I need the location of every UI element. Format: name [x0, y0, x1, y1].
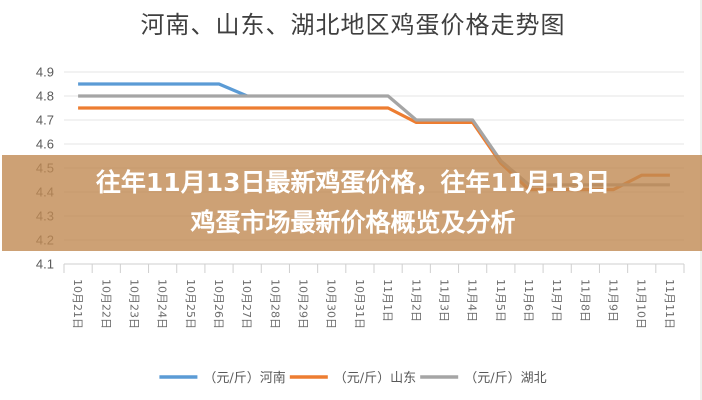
x-axis-tick-label: 11月6日 [522, 279, 535, 322]
x-axis-tick-label: 10月28日 [268, 279, 281, 329]
legend-label: （元/斤）河南 [203, 370, 285, 386]
y-axis-tick-label: 4.9 [36, 65, 54, 80]
x-axis-tick-label: 10月30日 [325, 279, 338, 329]
x-axis-tick-label: 11月7日 [550, 279, 563, 322]
overlay-text-line-2: 鸡蛋市场最新价格概览及分析 [190, 208, 516, 237]
chart-title: 河南、山东、湖北地区鸡蛋价格走势图 [140, 11, 566, 39]
x-axis-tick-label: 11月8日 [578, 279, 591, 322]
x-axis-tick-label: 11月4日 [466, 279, 479, 322]
x-axis-tick-label: 11月1日 [381, 279, 394, 322]
x-axis-tick-label: 10月31日 [353, 279, 366, 329]
x-axis-tick-label: 11月10日 [635, 279, 648, 329]
x-axis-tick-label: 10月25日 [184, 279, 197, 329]
y-axis-tick-label: 4.7 [36, 113, 54, 128]
x-axis-tick-label: 10月23日 [127, 279, 140, 329]
x-axis-ticks [63, 263, 685, 273]
x-axis-tick-label: 10月24日 [156, 279, 169, 329]
y-axis-tick-label: 4.8 [36, 89, 54, 104]
x-axis-tick-label: 10月21日 [71, 279, 84, 329]
x-axis-tick-label: 10月26日 [212, 279, 225, 329]
x-axis-tick-label: 11月3日 [437, 279, 450, 322]
overlay-banner: 往年11月13日最新鸡蛋价格，往年11月13日 鸡蛋市场最新价格概览及分析 [2, 155, 702, 251]
x-axis-tick-label: 10月27日 [240, 279, 253, 329]
x-axis-tick-label: 10月22日 [99, 279, 112, 329]
x-axis-tick-label: 11月11日 [663, 279, 676, 329]
series-line [78, 82, 248, 98]
x-axis-tick-label: 11月5日 [494, 279, 507, 322]
chart-legend: （元/斤）河南 （元/斤）山东 （元/斤）湖北 [159, 370, 547, 386]
x-axis-tick-label: 11月2日 [409, 279, 422, 322]
y-axis-tick-label: 4.6 [36, 137, 54, 152]
y-axis-tick-label: 4.1 [36, 257, 54, 272]
overlay-text-line-1: 往年11月13日最新鸡蛋价格，往年11月13日 [95, 168, 611, 197]
legend-label: （元/斤）山东 [334, 371, 416, 386]
x-axis-tick-label: 11月9日 [607, 279, 620, 322]
x-axis-labels: 10月21日 10月22日 10月23日 10月24日 10月25日 10月26日 10月2… [71, 279, 676, 329]
legend-label: （元/斤）湖北 [464, 371, 546, 386]
x-axis-tick-label: 10月29日 [297, 279, 310, 329]
